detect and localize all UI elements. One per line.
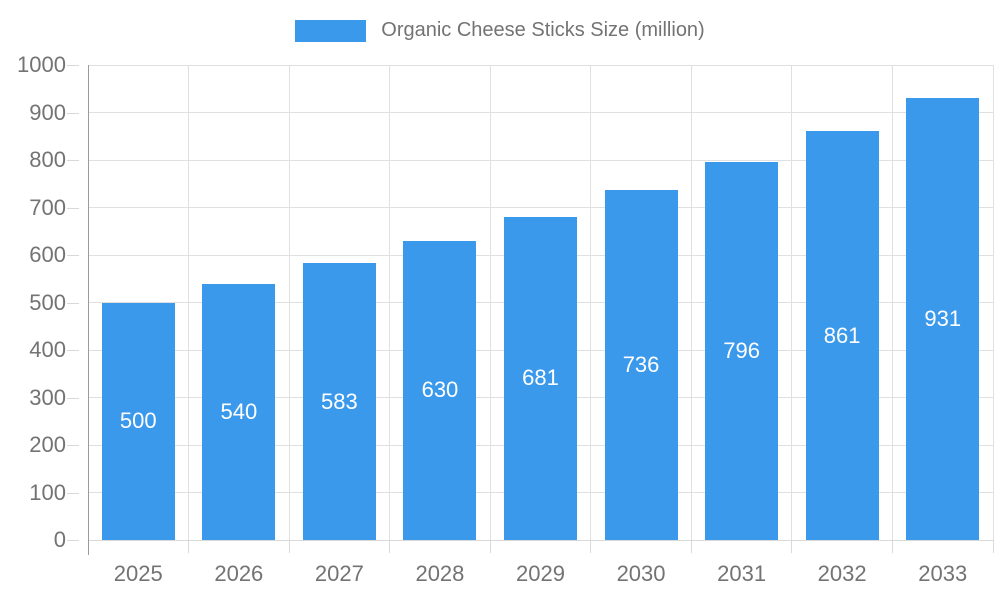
x-axis-label-2031: 2031 [717, 561, 767, 586]
y-axis-tick [67, 540, 79, 541]
y-axis-tick-label: 100 [29, 479, 66, 505]
legend-label: Organic Cheese Sticks Size (million) [381, 19, 705, 41]
gridline-h [88, 207, 993, 208]
bar-2032[interactable]: 861 [805, 131, 879, 540]
gridline-v [690, 65, 692, 540]
y-axis-tick [67, 255, 79, 256]
bar-value-label: 681 [522, 365, 559, 391]
x-axis-label-2028: 2028 [415, 561, 465, 586]
bar-value-label: 583 [321, 388, 358, 414]
gridline-h [88, 64, 993, 66]
y-axis-tick-label: 400 [29, 337, 66, 362]
bar-2025[interactable]: 500 [101, 302, 175, 540]
bar-value-label: 540 [220, 398, 258, 424]
x-axis-tick [288, 540, 290, 553]
gridline-h [88, 159, 993, 161]
x-axis-tick [690, 540, 692, 553]
gridline-v [188, 65, 190, 540]
y-axis-tick-label: 800 [29, 147, 66, 172]
y-axis-tick-label: 900 [29, 99, 66, 125]
y-axis-tick [67, 397, 79, 399]
gridline-h [88, 539, 993, 541]
bar-2033[interactable]: 931 [906, 97, 980, 540]
gridline-v [389, 65, 391, 540]
y-axis-tick-label: 300 [29, 384, 66, 410]
bar-value-label: 796 [723, 337, 760, 363]
y-axis-tick [67, 302, 79, 304]
x-axis-label-2027: 2027 [314, 561, 364, 586]
y-axis-tick [67, 350, 79, 351]
x-axis-label-2026: 2026 [214, 561, 264, 586]
gridline-v [489, 65, 491, 540]
y-axis-tick-label: 500 [29, 289, 66, 315]
x-axis-tick [389, 540, 391, 553]
y-axis-tick [67, 445, 79, 446]
gridline-v [288, 65, 290, 540]
x-axis-tick [489, 540, 491, 553]
x-axis-label-2033: 2033 [918, 561, 968, 586]
legend-item[interactable]: Organic Cheese Sticks Size (million) [0, 19, 1000, 42]
y-axis-line [87, 65, 89, 555]
bar-2030[interactable]: 736 [604, 190, 678, 540]
x-axis-label-2030: 2030 [616, 561, 666, 586]
y-axis-tick [67, 65, 79, 66]
bar-2028[interactable]: 630 [403, 240, 477, 540]
plot-area: 500 540 583 630 681 736 796 861 931 [88, 64, 994, 541]
bar-value-label: 500 [119, 408, 157, 434]
x-axis-tick [590, 540, 592, 553]
y-axis-tick [67, 207, 79, 209]
bar-2027[interactable]: 583 [302, 263, 376, 540]
x-axis-tick [188, 540, 190, 553]
bar-value-label: 630 [421, 377, 459, 403]
gridline-v [791, 65, 793, 540]
y-axis-tick [67, 492, 79, 494]
y-axis-tick [67, 160, 79, 161]
x-axis-label-2029: 2029 [516, 561, 565, 586]
bar-value-label: 861 [823, 322, 861, 348]
legend-swatch-icon [295, 19, 367, 42]
bar-value-label: 736 [622, 352, 660, 378]
x-axis-tick [992, 540, 994, 553]
y-axis-tick-label: 1000 [17, 52, 66, 77]
y-axis-tick [67, 112, 79, 114]
x-axis-tick [791, 540, 793, 553]
gridline-v [891, 65, 893, 540]
x-axis-tick [891, 540, 893, 553]
y-axis-tick-label: 600 [29, 242, 66, 267]
x-axis-label-2025: 2025 [113, 561, 163, 586]
gridline-h [88, 112, 993, 113]
bar-2029[interactable]: 681 [504, 216, 577, 540]
bar-value-label: 931 [924, 305, 962, 331]
bar-2026[interactable]: 540 [202, 283, 276, 540]
gridline-v [992, 65, 994, 540]
y-axis-tick-label: 0 [53, 527, 66, 552]
y-axis-tick-label: 200 [29, 432, 66, 457]
x-axis-label-2032: 2032 [817, 561, 867, 586]
y-axis-tick-label: 700 [29, 194, 66, 220]
bar-2031[interactable]: 796 [705, 161, 779, 540]
gridline-v [590, 65, 592, 540]
